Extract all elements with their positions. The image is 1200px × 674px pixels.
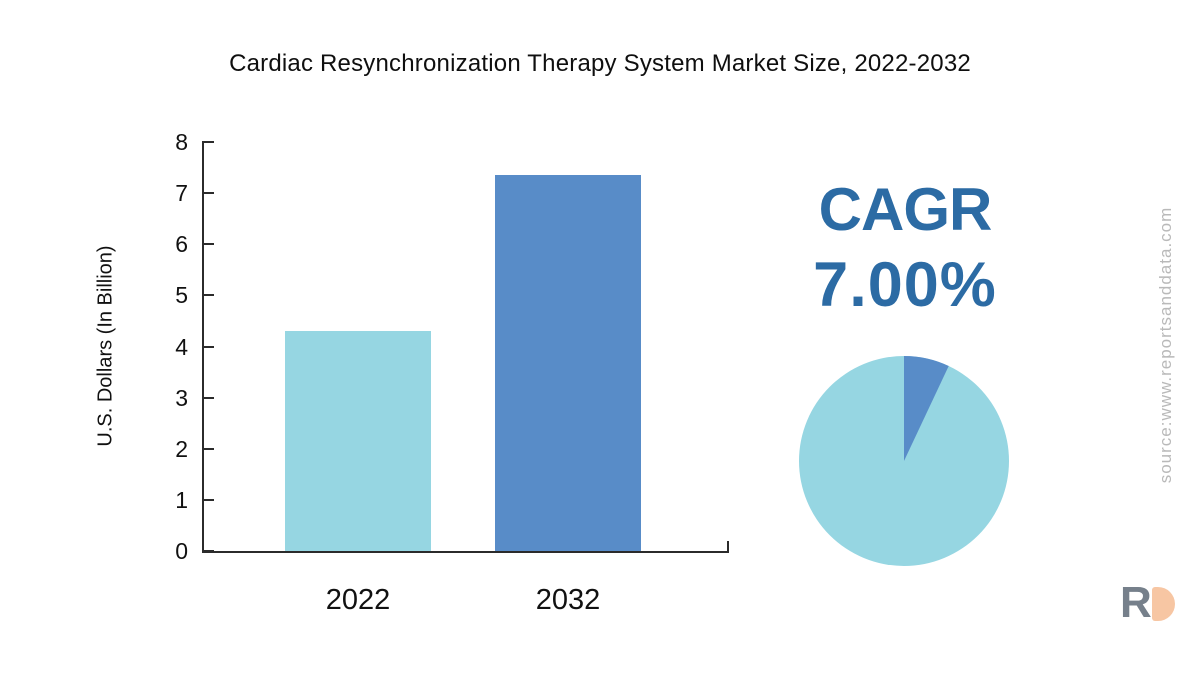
bar-2022 [285, 331, 431, 551]
y-tick [202, 550, 214, 552]
y-tick-label: 8 [175, 129, 188, 155]
pie-chart [799, 356, 1009, 566]
y-tick-label: 5 [175, 282, 188, 309]
y-tick [202, 396, 214, 399]
y-tick-label: 2 [175, 435, 188, 462]
y-tick-label: 4 [175, 333, 188, 360]
bar-2032 [495, 175, 641, 551]
y-tick [202, 141, 214, 143]
y-tick-label: 1 [175, 486, 188, 513]
y-tick-label: 7 [175, 180, 188, 207]
y-tick [202, 447, 214, 450]
x-axis-end-tick [727, 541, 729, 551]
y-axis-title: U.S. Dollars (In Billion) [94, 245, 117, 447]
cagr-label: CAGR [818, 176, 993, 243]
x-category-label: 2022 [325, 584, 391, 616]
y-tick [202, 294, 214, 297]
y-tick-label: 3 [175, 384, 188, 411]
y-tick-label: 0 [175, 538, 188, 564]
x-category-label: 2032 [535, 584, 601, 616]
y-tick [202, 498, 214, 501]
reportsanddata-logo: R [1120, 578, 1175, 627]
pie-slice-highlight [904, 356, 949, 461]
cagr-callout: CAGR 7.00% [813, 180, 997, 317]
logo-d-half-disc-icon [1151, 587, 1175, 621]
chart-title: Cardiac Resynchronization Therapy System… [229, 50, 971, 77]
y-axis-line [202, 142, 204, 553]
y-tick [202, 192, 214, 195]
cagr-value: 7.00% [813, 250, 997, 320]
x-axis-line [202, 551, 729, 553]
source-watermark: source:www.reportsanddata.com [1156, 206, 1175, 484]
logo-letter-r: R [1120, 578, 1152, 627]
y-tick [202, 243, 214, 246]
y-tick-label: 6 [175, 231, 188, 258]
y-tick [202, 345, 214, 348]
